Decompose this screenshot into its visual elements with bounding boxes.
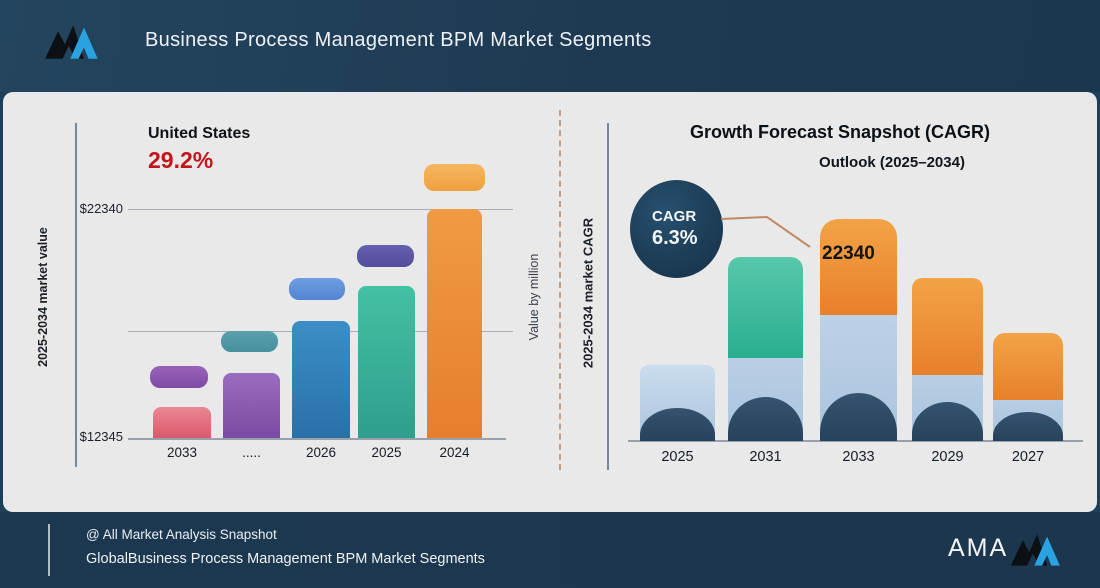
left-x-label-2033: 2033 [166, 445, 198, 460]
segment-orange [820, 219, 897, 315]
cagr-badge-label: CAGR [652, 208, 697, 225]
left-x-label-2024: 2024 [439, 445, 470, 460]
footer-brand-text: AMA [948, 534, 1009, 562]
stacked-bar-2027 [993, 333, 1063, 441]
bar-cap-..... [221, 331, 278, 352]
left-x-label-2025: 2025 [371, 445, 402, 460]
right-y-axis-line [607, 123, 609, 470]
left-annotation-title: United States [148, 125, 251, 142]
left-x-label-.....: ..... [242, 445, 261, 460]
segment-orange [993, 333, 1063, 400]
right-y-axis-title: 2025-2034 market CAGR [580, 217, 596, 369]
header-bar: Business Process Management BPM Market S… [0, 0, 1100, 92]
bar-cap-2033 [150, 366, 208, 388]
stacked-bar-2025 [640, 365, 715, 441]
left-annotation-value: 29.2% [148, 147, 214, 173]
bar-2026 [292, 321, 350, 438]
right-chart-title: Growth Forecast Snapshot (CAGR) [689, 122, 991, 142]
bar-2025 [358, 286, 415, 438]
left-y-tick-top: $22340 [79, 201, 123, 216]
right-chart-subtitle: Outlook (2025–2034) [819, 154, 965, 171]
bar-2024 [427, 209, 482, 438]
left-y-axis-title: 2025-2034 market value [36, 227, 50, 367]
left-x-axis-line [128, 438, 506, 440]
page-title: Business Process Management BPM Market S… [145, 29, 652, 51]
bar-cap-2024 [424, 164, 485, 191]
stacked-bar-2031 [728, 257, 803, 441]
panel-divider [559, 110, 561, 470]
left-right-axis-title: Value by million [527, 253, 541, 341]
right-x-label-2029: 2029 [931, 449, 964, 465]
stacked-bar-2029 [912, 278, 983, 441]
segment-orange [912, 278, 983, 375]
bar-cap-2026 [289, 278, 345, 300]
left-y-axis-line [75, 123, 77, 467]
footer-divider-line [48, 524, 50, 576]
charts-card: United States 29.2% $22340 $12345 2025-2… [3, 92, 1097, 512]
stacked-bar-2033 [820, 219, 897, 441]
right-x-label-2031: 2031 [749, 449, 782, 465]
bar-2033 [153, 407, 211, 438]
footer-credit: @ All Market Analysis Snapshot [86, 527, 277, 542]
footer-subtitle: GlobalBusiness Process Management BPM Ma… [86, 551, 485, 567]
cagr-badge-value: 6.3% [652, 227, 698, 249]
bar-cap-2025 [357, 245, 414, 267]
left-y-tick-bottom: $12345 [79, 429, 123, 444]
footer-bar: @ All Market Analysis Snapshot GlobalBus… [0, 512, 1100, 588]
left-x-label-2026: 2026 [305, 445, 337, 460]
data-label-22340: 22340 [822, 243, 875, 264]
segment-teal [728, 257, 803, 358]
cagr-badge: CAGR 6.3% [630, 180, 723, 278]
footer-ama-logo-icon [1010, 534, 1060, 566]
bar-..... [223, 373, 280, 438]
right-x-label-2025: 2025 [661, 449, 694, 465]
left-gridline-top [128, 209, 513, 210]
right-x-label-2027: 2027 [1011, 449, 1045, 465]
ama-logo-icon [45, 25, 98, 59]
right-x-label-2033: 2033 [842, 449, 875, 465]
